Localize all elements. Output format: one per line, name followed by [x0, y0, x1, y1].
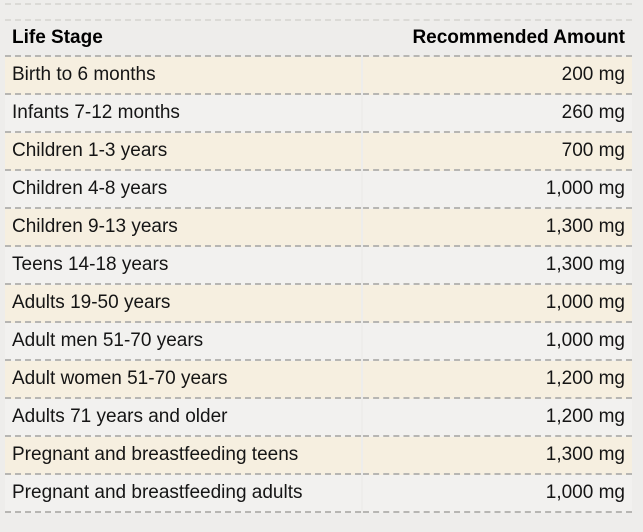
life-stage-cell: Children 1-3 years: [5, 133, 362, 171]
amount-cell: 1,300 mg: [363, 437, 632, 475]
amount-cell: 700 mg: [363, 133, 632, 171]
table-row: Adults 71 years and older 1,200 mg: [5, 399, 632, 437]
amount-cell: 260 mg: [363, 95, 632, 133]
col-header-amount: Recommended Amount: [363, 19, 632, 57]
table-row: Pregnant and breastfeeding adults 1,000 …: [5, 475, 632, 513]
life-stage-cell: Adult men 51-70 years: [5, 323, 362, 361]
table-row: Birth to 6 months 200 mg: [5, 57, 632, 95]
table-row: Pregnant and breastfeeding teens 1,300 m…: [5, 437, 632, 475]
life-stage-cell: Teens 14-18 years: [5, 247, 362, 285]
life-stage-cell: Pregnant and breastfeeding adults: [5, 475, 362, 513]
life-stage-cell: Adults 71 years and older: [5, 399, 362, 437]
table-row: Infants 7-12 months 260 mg: [5, 95, 632, 133]
amount-cell: 1,000 mg: [363, 323, 632, 361]
table-row: Children 1-3 years 700 mg: [5, 133, 632, 171]
life-stage-cell: Birth to 6 months: [5, 57, 362, 95]
amount-cell: 1,200 mg: [363, 361, 632, 399]
amount-cell: 1,300 mg: [363, 209, 632, 247]
life-stage-cell: Adults 19-50 years: [5, 285, 362, 323]
amount-cell: 1,000 mg: [363, 475, 632, 513]
amount-cell: 1,000 mg: [363, 171, 632, 209]
table-row: Children 9-13 years 1,300 mg: [5, 209, 632, 247]
calcium-table: Life Stage Recommended Amount Birth to 6…: [3, 19, 634, 513]
amount-cell: 1,300 mg: [363, 247, 632, 285]
amount-cell: 1,000 mg: [363, 285, 632, 323]
table-row: Adults 19-50 years 1,000 mg: [5, 285, 632, 323]
col-header-life-stage: Life Stage: [5, 19, 362, 57]
table-row: Adult men 51-70 years 1,000 mg: [5, 323, 632, 361]
life-stage-cell: Adult women 51-70 years: [5, 361, 362, 399]
table-row: Children 4-8 years 1,000 mg: [5, 171, 632, 209]
amount-cell: 200 mg: [363, 57, 632, 95]
life-stage-cell: Children 4-8 years: [5, 171, 362, 209]
life-stage-cell: Pregnant and breastfeeding teens: [5, 437, 362, 475]
table-row: Adult women 51-70 years 1,200 mg: [5, 361, 632, 399]
header-row: Life Stage Recommended Amount: [5, 19, 632, 57]
amount-cell: 1,200 mg: [363, 399, 632, 437]
top-divider: [5, 3, 632, 5]
life-stage-cell: Infants 7-12 months: [5, 95, 362, 133]
life-stage-cell: Children 9-13 years: [5, 209, 362, 247]
table-row: Teens 14-18 years 1,300 mg: [5, 247, 632, 285]
